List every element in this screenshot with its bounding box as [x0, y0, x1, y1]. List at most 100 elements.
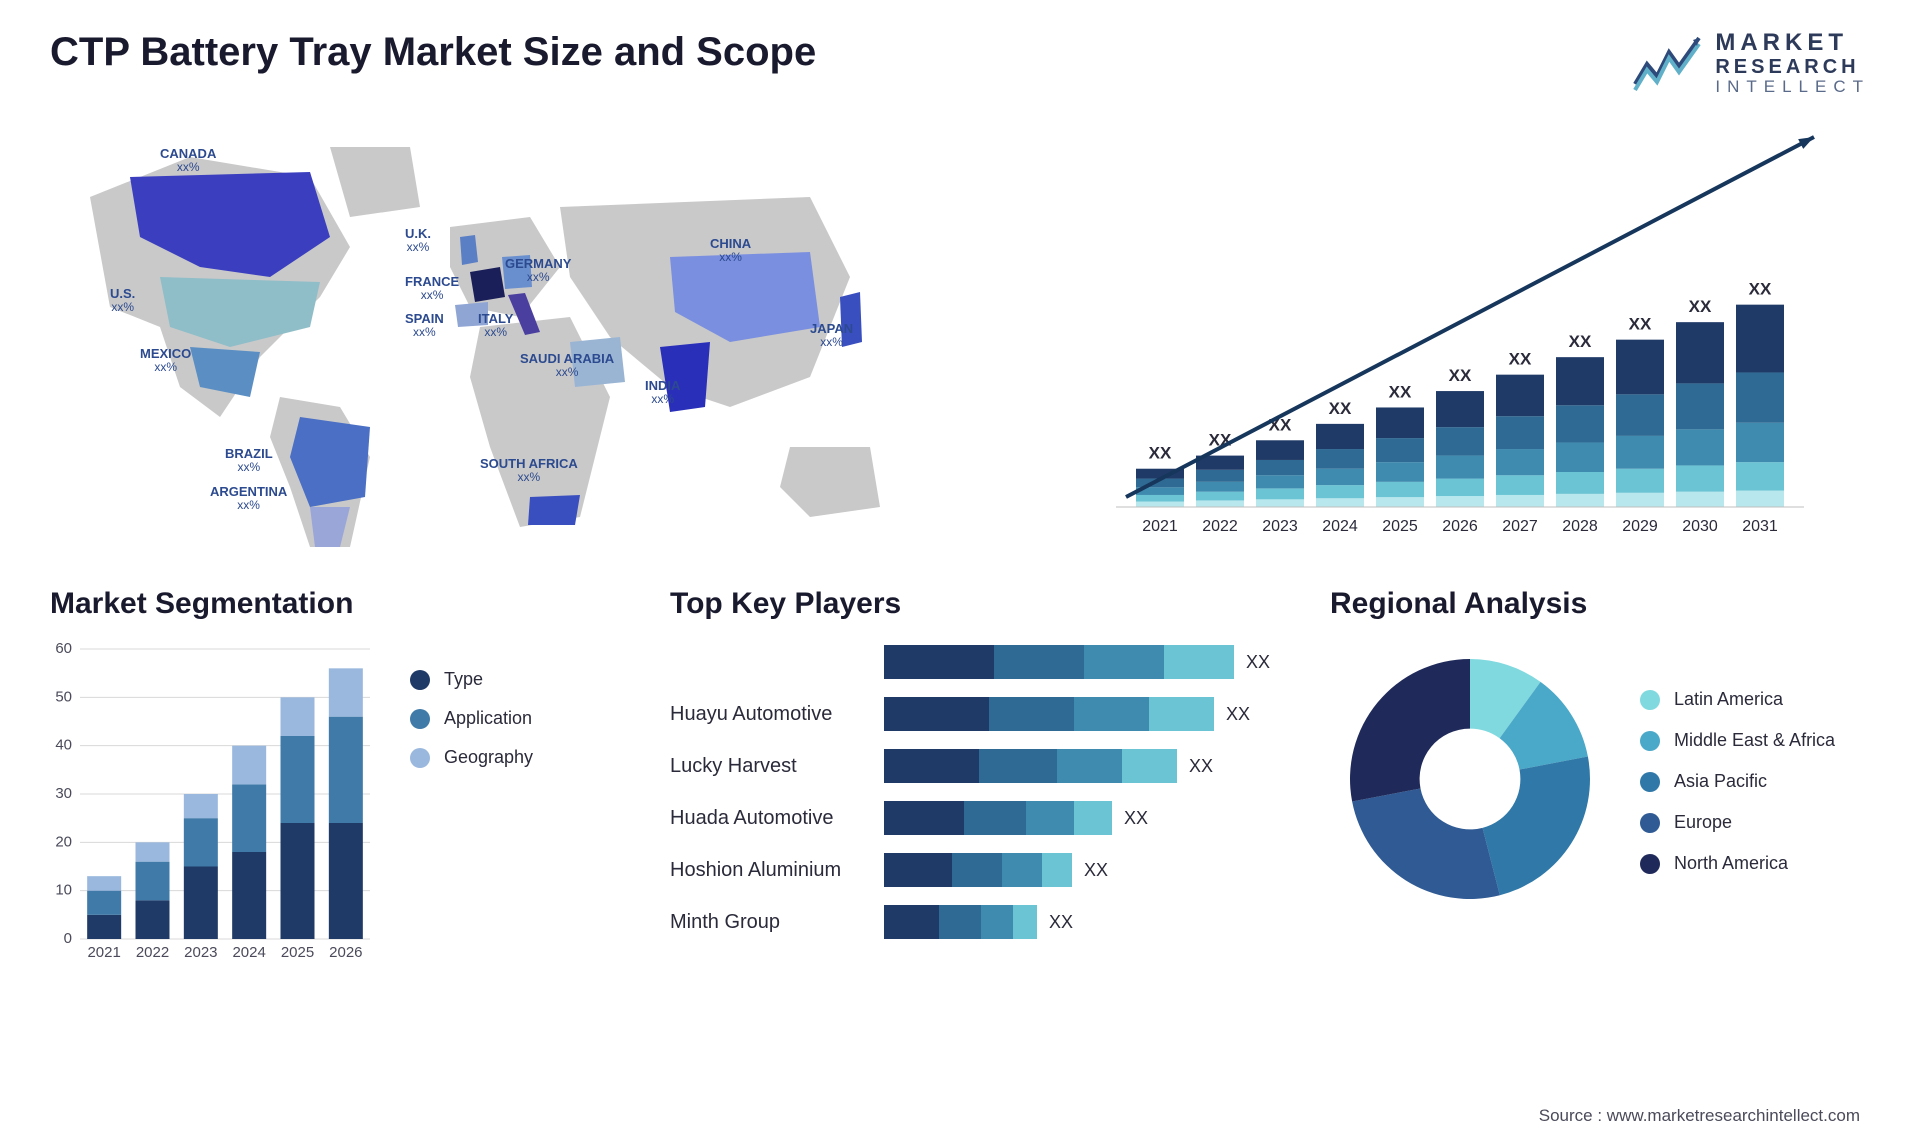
player-bar-segment	[1164, 645, 1234, 679]
svg-text:2021: 2021	[1142, 518, 1178, 535]
world-map: CANADAxx%U.S.xx%MEXICOxx%BRAZILxx%ARGENT…	[50, 117, 930, 557]
map-label: JAPANxx%	[810, 322, 853, 349]
legend-label: Geography	[444, 747, 533, 768]
logo-line3: INTELLECT	[1715, 78, 1870, 97]
players-panel: Top Key Players XXHuayu AutomotiveXXLuck…	[670, 587, 1290, 1007]
map-label: SOUTH AFRICAxx%	[480, 457, 578, 484]
svg-text:XX: XX	[1449, 366, 1472, 385]
player-bar-segment	[884, 645, 994, 679]
legend-dot	[410, 670, 430, 690]
map-label: CHINAxx%	[710, 237, 751, 264]
player-bar	[884, 645, 1234, 679]
map-label: INDIAxx%	[645, 379, 680, 406]
svg-text:50: 50	[55, 688, 72, 705]
svg-text:XX: XX	[1569, 332, 1592, 351]
legend-label: Type	[444, 669, 483, 690]
legend-label: Latin America	[1674, 689, 1783, 710]
segmentation-title: Market Segmentation	[50, 587, 630, 621]
player-bar-segment	[1002, 853, 1042, 887]
player-bar-segment	[989, 697, 1074, 731]
legend-dot	[1640, 731, 1660, 751]
player-bar	[884, 853, 1072, 887]
player-bar-segment	[1074, 697, 1149, 731]
legend-label: Europe	[1674, 812, 1732, 833]
map-label: BRAZILxx%	[225, 447, 273, 474]
legend-item: Asia Pacific	[1640, 771, 1835, 792]
player-bar-segment	[1057, 749, 1122, 783]
player-bar-segment	[939, 905, 981, 939]
map-label: SPAINxx%	[405, 312, 444, 339]
svg-text:2024: 2024	[232, 944, 265, 961]
player-bar-wrap: XX	[884, 853, 1290, 887]
player-name: Huada Automotive	[670, 807, 870, 830]
legend-label: Middle East & Africa	[1674, 730, 1835, 751]
svg-text:2031: 2031	[1742, 518, 1778, 535]
page-title: CTP Battery Tray Market Size and Scope	[50, 30, 816, 75]
player-bar-segment	[1042, 853, 1072, 887]
svg-text:2029: 2029	[1622, 518, 1658, 535]
player-bar-segment	[1084, 645, 1164, 679]
svg-text:XX: XX	[1629, 315, 1652, 334]
map-label: CANADAxx%	[160, 147, 216, 174]
source-text: Source : www.marketresearchintellect.com	[1539, 1106, 1860, 1126]
player-value: XX	[1124, 808, 1148, 829]
svg-text:30: 30	[55, 785, 72, 802]
player-name: Hoshion Aluminium	[670, 859, 870, 882]
logo: MARKET RESEARCH INTELLECT	[1633, 30, 1870, 97]
player-bar-segment	[884, 749, 979, 783]
player-bar-segment	[1122, 749, 1177, 783]
map-label: FRANCExx%	[405, 275, 459, 302]
player-name: Minth Group	[670, 911, 870, 934]
player-bar	[884, 749, 1177, 783]
legend-dot	[410, 709, 430, 729]
player-bar-segment	[1074, 801, 1112, 835]
legend-label: Application	[444, 708, 532, 729]
map-label: GERMANYxx%	[505, 257, 571, 284]
legend-dot	[1640, 690, 1660, 710]
player-bar-wrap: XX	[884, 697, 1290, 731]
segmentation-panel: Market Segmentation 01020304050602021202…	[50, 587, 630, 1007]
legend-dot	[1640, 813, 1660, 833]
player-row: Minth GroupXX	[670, 899, 1290, 945]
svg-text:2023: 2023	[184, 944, 217, 961]
player-value: XX	[1084, 860, 1108, 881]
legend-item: Geography	[410, 747, 533, 768]
svg-text:XX: XX	[1389, 383, 1412, 402]
regional-title: Regional Analysis	[1330, 587, 1870, 621]
map-label: SAUDI ARABIAxx%	[520, 352, 614, 379]
legend-item: Europe	[1640, 812, 1835, 833]
legend-dot	[1640, 854, 1660, 874]
svg-text:10: 10	[55, 882, 72, 899]
legend-label: Asia Pacific	[1674, 771, 1767, 792]
svg-text:2022: 2022	[136, 944, 169, 961]
map-label: ITALYxx%	[478, 312, 513, 339]
player-bar-wrap: XX	[884, 749, 1290, 783]
player-bar-segment	[952, 853, 1002, 887]
player-row: Huayu Automotive XX	[670, 691, 1290, 737]
legend-item: North America	[1640, 853, 1835, 874]
player-bar-wrap: XX	[884, 801, 1290, 835]
player-bar-segment	[1013, 905, 1037, 939]
player-bar-segment	[1026, 801, 1074, 835]
svg-text:0: 0	[64, 930, 72, 947]
legend-item: Type	[410, 669, 533, 690]
svg-text:2025: 2025	[281, 944, 314, 961]
player-name: Huayu Automotive	[670, 703, 870, 726]
map-label: MEXICOxx%	[140, 347, 191, 374]
svg-text:2030: 2030	[1682, 518, 1718, 535]
player-bar-segment	[884, 801, 964, 835]
legend-item: Middle East & Africa	[1640, 730, 1835, 751]
map-label: ARGENTINAxx%	[210, 485, 287, 512]
svg-text:2023: 2023	[1262, 518, 1298, 535]
map-label: U.K.xx%	[405, 227, 431, 254]
player-bar-segment	[884, 905, 939, 939]
player-bar	[884, 905, 1037, 939]
logo-line1: MARKET	[1715, 30, 1870, 56]
svg-text:XX: XX	[1329, 399, 1352, 418]
legend-dot	[410, 748, 430, 768]
player-value: XX	[1226, 704, 1250, 725]
svg-text:20: 20	[55, 833, 72, 850]
player-row: Lucky HarvestXX	[670, 743, 1290, 789]
svg-text:XX: XX	[1149, 444, 1172, 463]
svg-text:2026: 2026	[1442, 518, 1478, 535]
